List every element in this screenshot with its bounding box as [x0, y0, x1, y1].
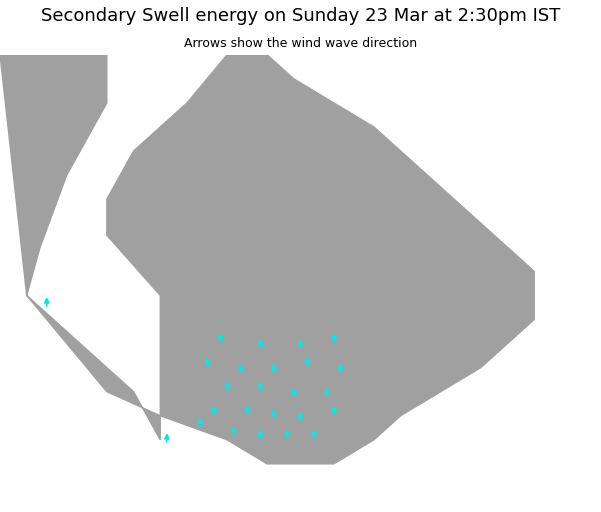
- Text: Arrows show the wind wave direction: Arrows show the wind wave direction: [184, 37, 417, 50]
- Text: Secondary Swell energy on Sunday 23 Mar at 2:30pm IST: Secondary Swell energy on Sunday 23 Mar …: [41, 8, 560, 26]
- Polygon shape: [0, 55, 534, 464]
